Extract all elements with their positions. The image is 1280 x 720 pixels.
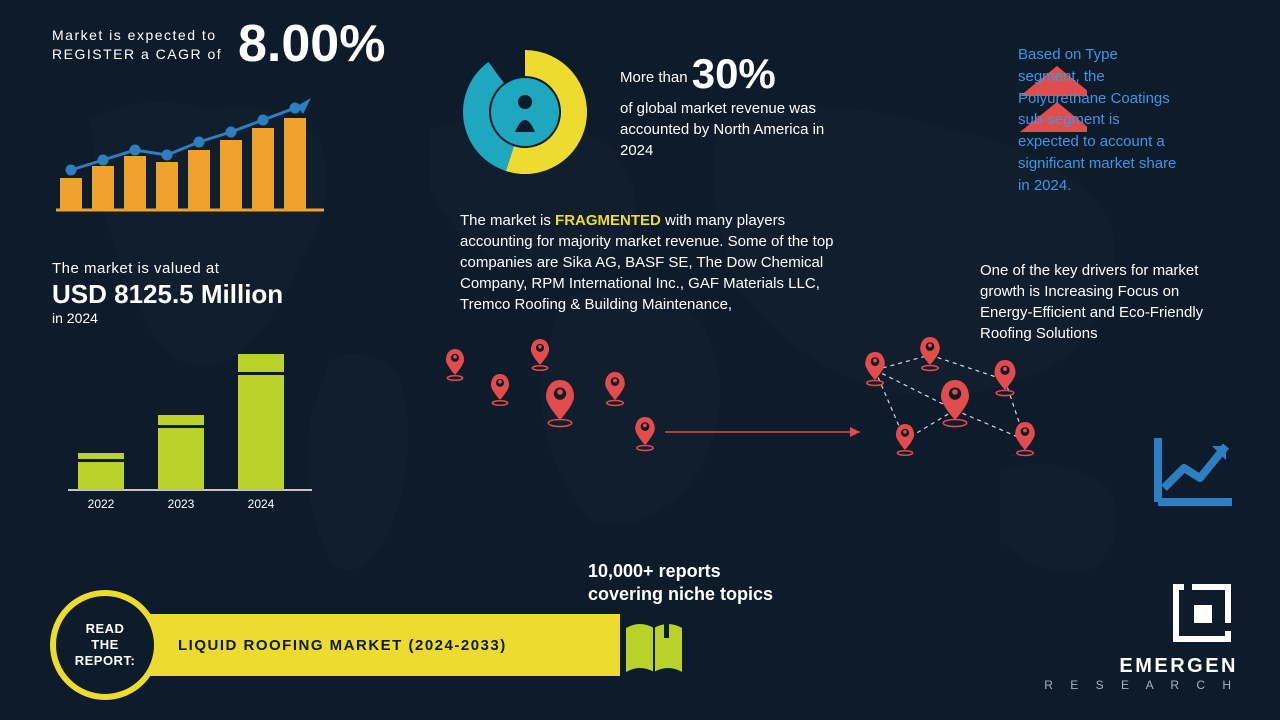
reports-l1: 10,000+ reports bbox=[588, 561, 721, 581]
read-bar: LIQUID ROOFING MARKET (2024-2033) bbox=[130, 614, 620, 676]
read-l1: READ bbox=[86, 621, 125, 637]
brand-logo: EMERGEN R E S E A R C H bbox=[1044, 577, 1238, 692]
read-circle: READ THE REPORT: bbox=[50, 590, 160, 700]
read-report-cta[interactable]: READ THE REPORT: LIQUID ROOFING MARKET (… bbox=[50, 590, 620, 700]
book-icon bbox=[620, 618, 690, 680]
logo-sub: R E S E A R C H bbox=[1044, 678, 1238, 692]
growth-chart-icon bbox=[1150, 430, 1240, 515]
read-l2: THE bbox=[91, 637, 119, 653]
read-l3: REPORT: bbox=[75, 653, 136, 669]
logo-name: EMERGEN bbox=[1044, 655, 1238, 678]
cta-title: LIQUID ROOFING MARKET (2024-2033) bbox=[178, 637, 507, 654]
logo-mark-icon bbox=[1166, 577, 1238, 649]
